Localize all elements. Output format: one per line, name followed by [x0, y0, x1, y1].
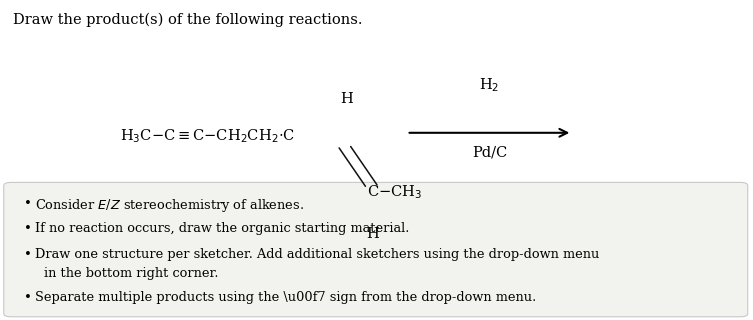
Text: H: H: [367, 227, 379, 241]
Text: H$_3$C$-$C$\equiv$C$-$CH$_2$CH$_2$$\cdot$C: H$_3$C$-$C$\equiv$C$-$CH$_2$CH$_2$$\cdot…: [120, 127, 295, 145]
FancyBboxPatch shape: [4, 182, 748, 317]
Text: C$-$CH$_3$: C$-$CH$_3$: [367, 183, 422, 201]
Text: •: •: [24, 291, 32, 304]
Text: H: H: [340, 92, 352, 106]
Text: Consider $\mathit{E}$/$\mathit{Z}$ stereochemistry of alkenes.: Consider $\mathit{E}$/$\mathit{Z}$ stere…: [35, 197, 304, 214]
Text: If no reaction occurs, draw the organic starting material.: If no reaction occurs, draw the organic …: [35, 222, 410, 236]
Text: •: •: [24, 222, 32, 236]
Text: in the bottom right corner.: in the bottom right corner.: [44, 267, 219, 280]
Text: Draw the product(s) of the following reactions.: Draw the product(s) of the following rea…: [13, 13, 362, 27]
Text: Pd/C: Pd/C: [472, 146, 507, 160]
Text: •: •: [24, 248, 32, 261]
Text: Separate multiple products using the \u00f7 sign from the drop-down menu.: Separate multiple products using the \u0…: [35, 291, 537, 304]
Text: •: •: [24, 197, 32, 210]
Text: H$_2$: H$_2$: [480, 77, 499, 94]
Text: Draw one structure per sketcher. Add additional sketchers using the drop-down me: Draw one structure per sketcher. Add add…: [35, 248, 600, 261]
